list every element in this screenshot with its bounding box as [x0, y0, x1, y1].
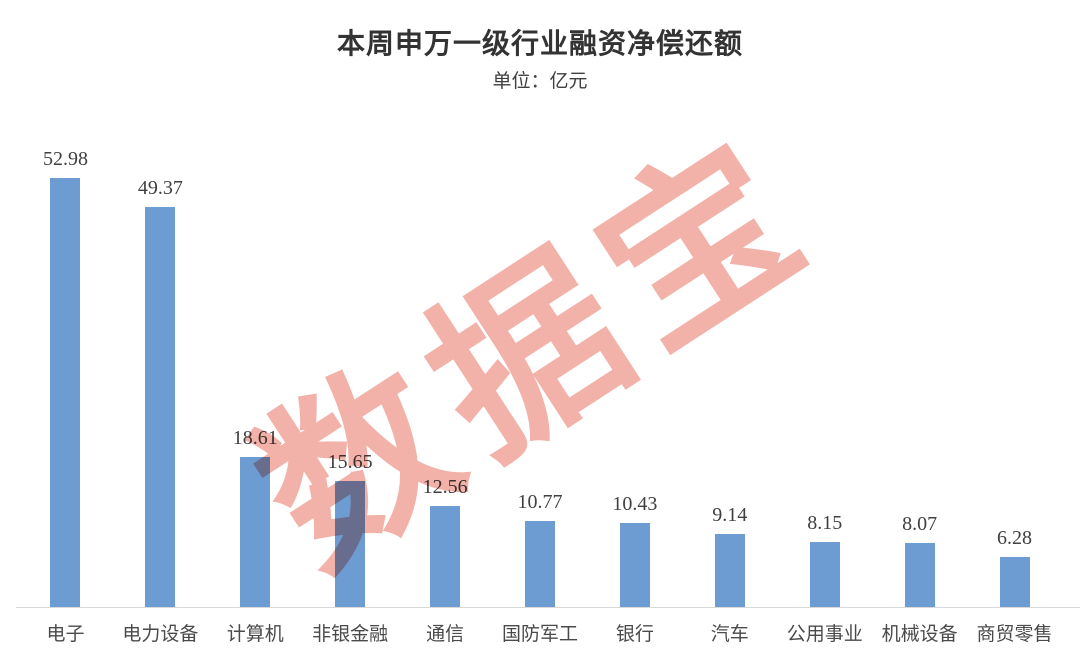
bar	[999, 557, 1030, 608]
bar	[50, 178, 81, 608]
bar	[809, 542, 840, 608]
bar-value-label: 15.65	[327, 451, 373, 473]
category-label: 计算机	[226, 624, 284, 645]
chart-subtitle: 单位：亿元	[492, 71, 588, 92]
bar-column: 18.61	[208, 427, 303, 608]
bar-value-label: 8.15	[807, 512, 843, 534]
category-label: 汽车	[710, 624, 749, 645]
plot-area: 52.98 49.37 18.61 15.65 12.56 10.77 10.43 9.14 8…	[18, 120, 1062, 608]
bar-column: 10.43	[587, 493, 682, 608]
bar-value-label: 10.77	[517, 491, 563, 513]
bar	[619, 523, 650, 608]
bar-column: 6.28	[967, 527, 1062, 608]
bar	[904, 543, 935, 608]
x-axis-line	[16, 607, 1080, 608]
category-label: 非银金融	[312, 624, 389, 645]
bars-container: 52.98 49.37 18.61 15.65 12.56 10.77 10.43 9.14 8…	[18, 120, 1062, 608]
bar	[430, 506, 461, 608]
category-label: 机械设备	[881, 624, 958, 645]
bar-value-label: 6.28	[997, 527, 1033, 549]
category-label: 电力设备	[122, 624, 199, 645]
category-label: 通信	[426, 624, 465, 645]
bar	[524, 521, 555, 608]
category-label: 国防军工	[501, 624, 578, 645]
bar-value-label: 9.14	[712, 504, 748, 526]
bar-column: 8.07	[872, 513, 967, 608]
bar-column: 9.14	[682, 504, 777, 608]
bar-value-label: 8.07	[902, 513, 938, 535]
category-axis: 电子 电力设备 计算机 非银金融 通信 国防军工 银行 汽车 公用事业 机械设备 商贸零售	[18, 608, 1062, 657]
bar-value-label: 52.98	[42, 148, 88, 170]
bar	[145, 207, 176, 608]
bar-value-label: 10.43	[612, 493, 658, 515]
category-label: 银行	[615, 624, 654, 645]
bar	[714, 534, 745, 608]
bar-value-label: 49.37	[137, 177, 183, 199]
bar-column: 8.15	[777, 512, 872, 608]
bar-column: 10.77	[493, 491, 588, 608]
chart-title: 本周申万一级行业融资净偿还额	[336, 29, 743, 60]
bar	[240, 457, 271, 608]
category-label: 电子	[46, 624, 85, 645]
category-label: 公用事业	[786, 624, 863, 645]
bar-column: 12.56	[398, 476, 493, 608]
bar-value-label: 18.61	[232, 427, 278, 449]
bar-column: 52.98	[18, 148, 113, 608]
category-label: 商贸零售	[976, 624, 1053, 645]
bar-value-label: 12.56	[422, 476, 468, 498]
bar	[335, 481, 366, 608]
bar-column: 15.65	[303, 451, 398, 608]
bar-column: 49.37	[113, 177, 208, 608]
